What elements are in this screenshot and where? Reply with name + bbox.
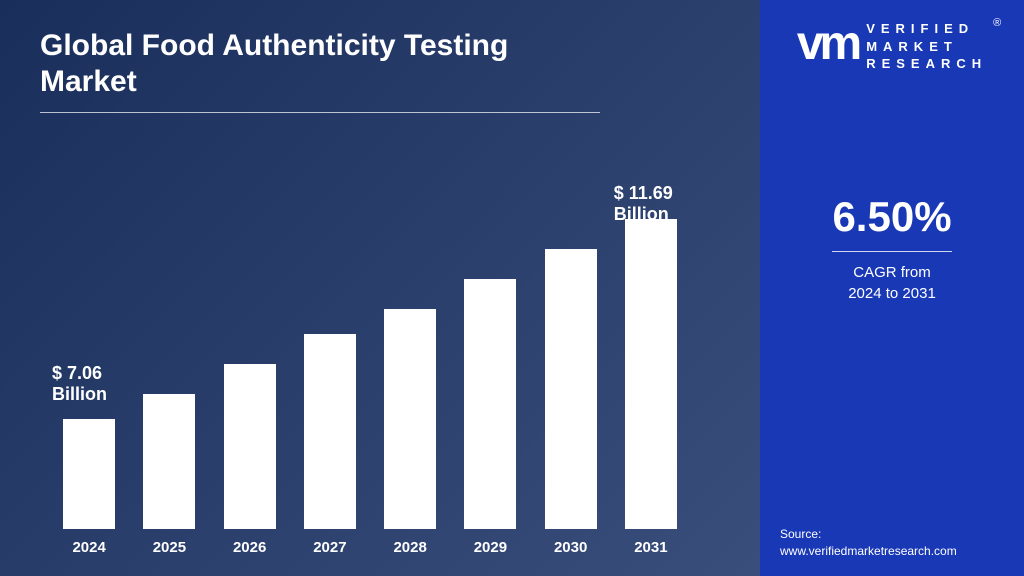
bar: [464, 279, 516, 529]
value-label-last: $ 11.69 Billion: [614, 183, 673, 226]
bar-group: $ 7.06 Billion 2024: [60, 419, 118, 556]
bar-label: 2025: [153, 539, 186, 556]
source-label: Source:: [780, 526, 957, 543]
bar-group: 2027: [301, 334, 359, 556]
bar: [143, 394, 195, 529]
stats-panel: vm VERIFIED MARKET RESEARCH ® 6.50% CAGR…: [760, 0, 1024, 576]
bar-label: 2027: [313, 539, 346, 556]
bar-group: 2026: [221, 364, 279, 556]
bar: [224, 364, 276, 529]
bar: [384, 309, 436, 529]
bar-group: 2025: [140, 394, 198, 556]
bar: [63, 419, 115, 529]
bar-group: 2028: [381, 309, 439, 556]
bar-label: 2031: [634, 539, 667, 556]
registered-mark-icon: ®: [993, 16, 1001, 31]
cagr-block: 6.50% CAGR from 2024 to 2031: [832, 193, 951, 304]
bar-group: 2029: [461, 279, 519, 556]
bar-group: $ 11.69 Billion 2031: [622, 219, 680, 556]
bar-group: 2030: [542, 249, 600, 556]
cagr-label: CAGR from 2024 to 2031: [832, 262, 951, 304]
logo: vm VERIFIED MARKET RESEARCH ®: [797, 20, 987, 73]
bar-label: 2026: [233, 539, 266, 556]
source-url: www.verifiedmarketresearch.com: [780, 543, 957, 560]
source-block: Source: www.verifiedmarketresearch.com: [780, 526, 957, 560]
logo-text: VERIFIED MARKET RESEARCH ®: [866, 20, 987, 73]
bar-label: 2028: [393, 539, 426, 556]
bar-label: 2024: [72, 539, 105, 556]
cagr-value: 6.50%: [832, 193, 951, 252]
chart-panel: Global Food Authenticity Testing Market …: [0, 0, 760, 576]
bar-chart: $ 7.06 Billion 2024 2025 2026 2027 2028 …: [60, 156, 680, 556]
bar-label: 2029: [474, 539, 507, 556]
page-title: Global Food Authenticity Testing Market: [40, 28, 600, 113]
bar-label: 2030: [554, 539, 587, 556]
bar: [545, 249, 597, 529]
logo-mark: vm: [797, 20, 858, 68]
value-label-first: $ 7.06 Billion: [52, 363, 107, 406]
bar: [625, 219, 677, 529]
bar: [304, 334, 356, 529]
